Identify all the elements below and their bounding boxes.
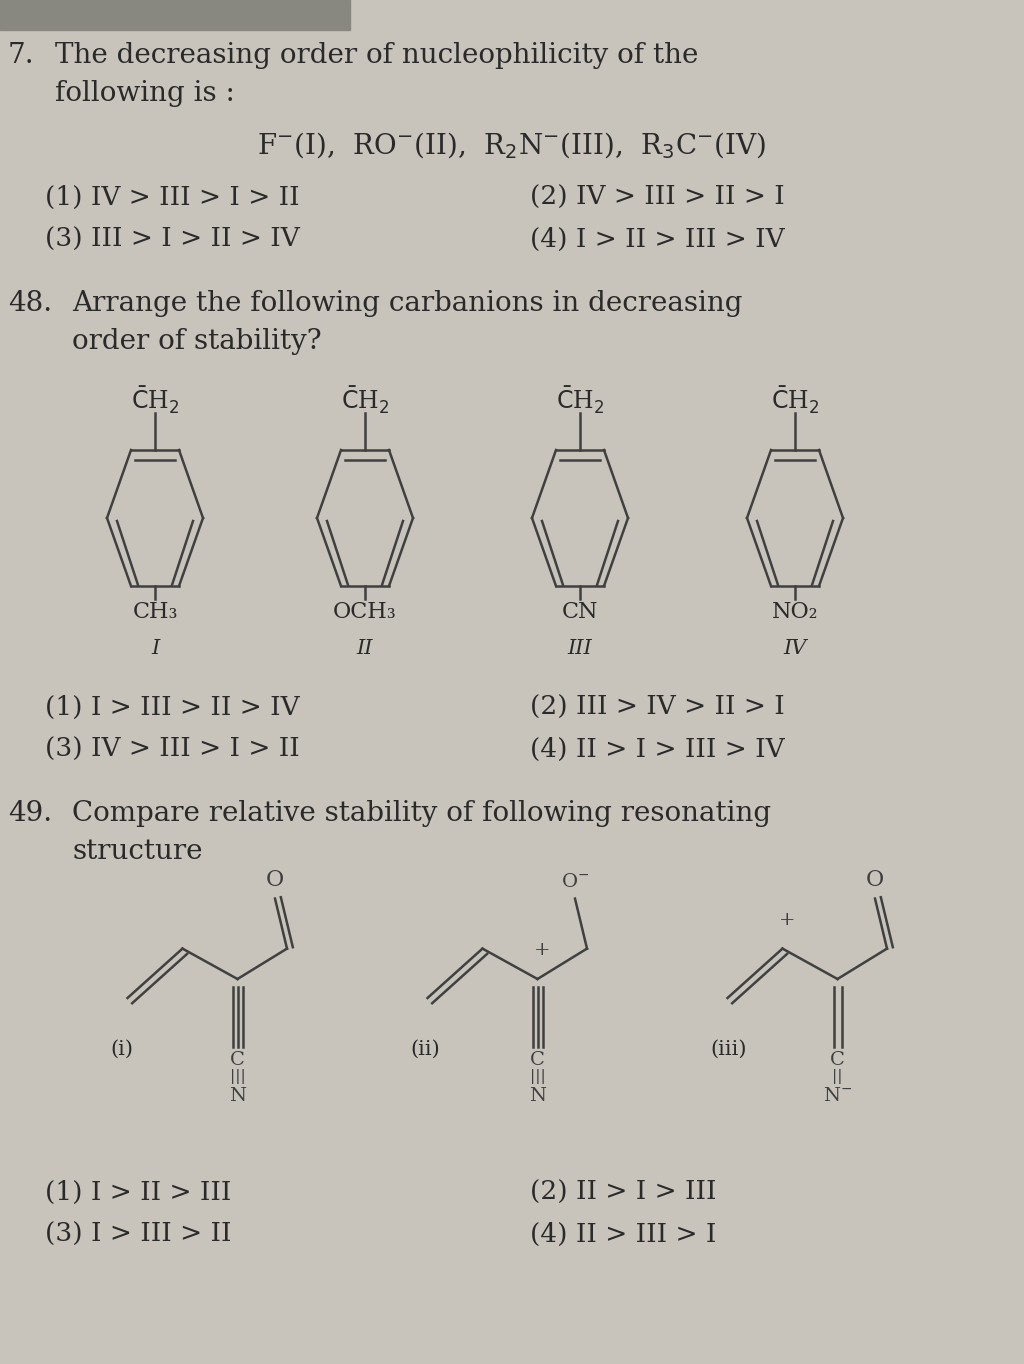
Text: N$^{-}$: N$^{-}$	[823, 1087, 852, 1105]
Text: (3) IV > III > I > II: (3) IV > III > I > II	[45, 737, 300, 762]
Text: (iii): (iii)	[710, 1039, 746, 1058]
Text: OCH₃: OCH₃	[333, 602, 397, 623]
Text: The decreasing order of nucleophilicity of the: The decreasing order of nucleophilicity …	[55, 42, 698, 70]
Text: (4) II > I > III > IV: (4) II > I > III > IV	[530, 737, 784, 762]
Text: C: C	[830, 1052, 845, 1069]
Text: III: III	[567, 638, 592, 657]
Text: O: O	[866, 869, 884, 891]
Text: $\bar{\rm C}$H$_2$: $\bar{\rm C}$H$_2$	[131, 385, 179, 416]
Text: II: II	[356, 638, 374, 657]
Text: N: N	[529, 1087, 546, 1105]
Text: following is :: following is :	[55, 80, 234, 106]
Text: (2) III > IV > II > I: (2) III > IV > II > I	[530, 696, 784, 720]
Text: (ii): (ii)	[410, 1039, 439, 1058]
Text: order of stability?: order of stability?	[72, 327, 322, 355]
Text: (1) IV > III > I > II: (1) IV > III > I > II	[45, 186, 300, 210]
Text: |||: |||	[229, 1069, 246, 1084]
Text: O: O	[266, 869, 284, 891]
Text: $\bar{\rm C}$H$_2$: $\bar{\rm C}$H$_2$	[771, 385, 819, 416]
Text: ||: ||	[833, 1069, 843, 1084]
Text: +: +	[535, 941, 551, 959]
Text: NO₂: NO₂	[772, 602, 818, 623]
Text: 49.: 49.	[8, 801, 52, 827]
Text: CH₃: CH₃	[132, 602, 178, 623]
Text: (4) I > II > III > IV: (4) I > II > III > IV	[530, 226, 784, 252]
Text: $\bar{\rm C}$H$_2$: $\bar{\rm C}$H$_2$	[556, 385, 604, 416]
Text: |||: |||	[529, 1069, 546, 1084]
Text: (1) I > II > III: (1) I > II > III	[45, 1180, 231, 1204]
Text: (3) III > I > II > IV: (3) III > I > II > IV	[45, 226, 300, 252]
Text: N: N	[229, 1087, 246, 1105]
Text: 7.: 7.	[8, 42, 35, 70]
Bar	[0, 0, 350, 30]
Text: 48.: 48.	[8, 291, 52, 316]
Text: Compare relative stability of following resonating: Compare relative stability of following …	[72, 801, 771, 827]
Text: (1) I > III > II > IV: (1) I > III > II > IV	[45, 696, 300, 720]
Text: IV: IV	[783, 638, 807, 657]
Text: (2) II > I > III: (2) II > I > III	[530, 1180, 717, 1204]
Text: I: I	[151, 638, 159, 657]
Text: (4) II > III > I: (4) II > III > I	[530, 1222, 717, 1247]
Text: F$^{-}$(I),  RO$^{-}$(II),  R$_2$N$^{-}$(III),  R$_3$C$^{-}$(IV): F$^{-}$(I), RO$^{-}$(II), R$_2$N$^{-}$(I…	[257, 130, 767, 161]
Text: (2) IV > III > II > I: (2) IV > III > II > I	[530, 186, 784, 210]
Text: C: C	[230, 1052, 245, 1069]
Text: +: +	[779, 911, 796, 929]
Text: (i): (i)	[110, 1039, 133, 1058]
Text: O$^{-}$: O$^{-}$	[561, 873, 589, 891]
Text: C: C	[530, 1052, 545, 1069]
Text: (3) I > III > II: (3) I > III > II	[45, 1222, 231, 1247]
Text: $\bar{\rm C}$H$_2$: $\bar{\rm C}$H$_2$	[341, 385, 389, 416]
Text: structure: structure	[72, 837, 203, 865]
Text: Arrange the following carbanions in decreasing: Arrange the following carbanions in decr…	[72, 291, 742, 316]
Text: CN: CN	[562, 602, 598, 623]
